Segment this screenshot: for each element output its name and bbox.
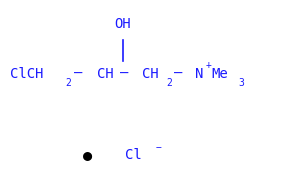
Text: ●: ● [83, 148, 92, 163]
Text: —: — [174, 67, 182, 81]
Text: −: − [155, 144, 161, 153]
Text: 2: 2 [166, 78, 172, 88]
Text: Cl: Cl [125, 148, 141, 162]
Text: —: — [120, 67, 129, 81]
Text: +: + [205, 60, 211, 70]
Text: CH: CH [142, 67, 159, 82]
Text: ClCH: ClCH [10, 67, 43, 82]
Text: Me: Me [211, 67, 228, 82]
Text: N: N [195, 67, 204, 82]
Text: —: — [74, 67, 83, 81]
Text: OH: OH [115, 18, 131, 31]
Text: 3: 3 [238, 78, 244, 88]
Text: 2: 2 [66, 78, 72, 88]
Text: CH: CH [97, 67, 114, 82]
